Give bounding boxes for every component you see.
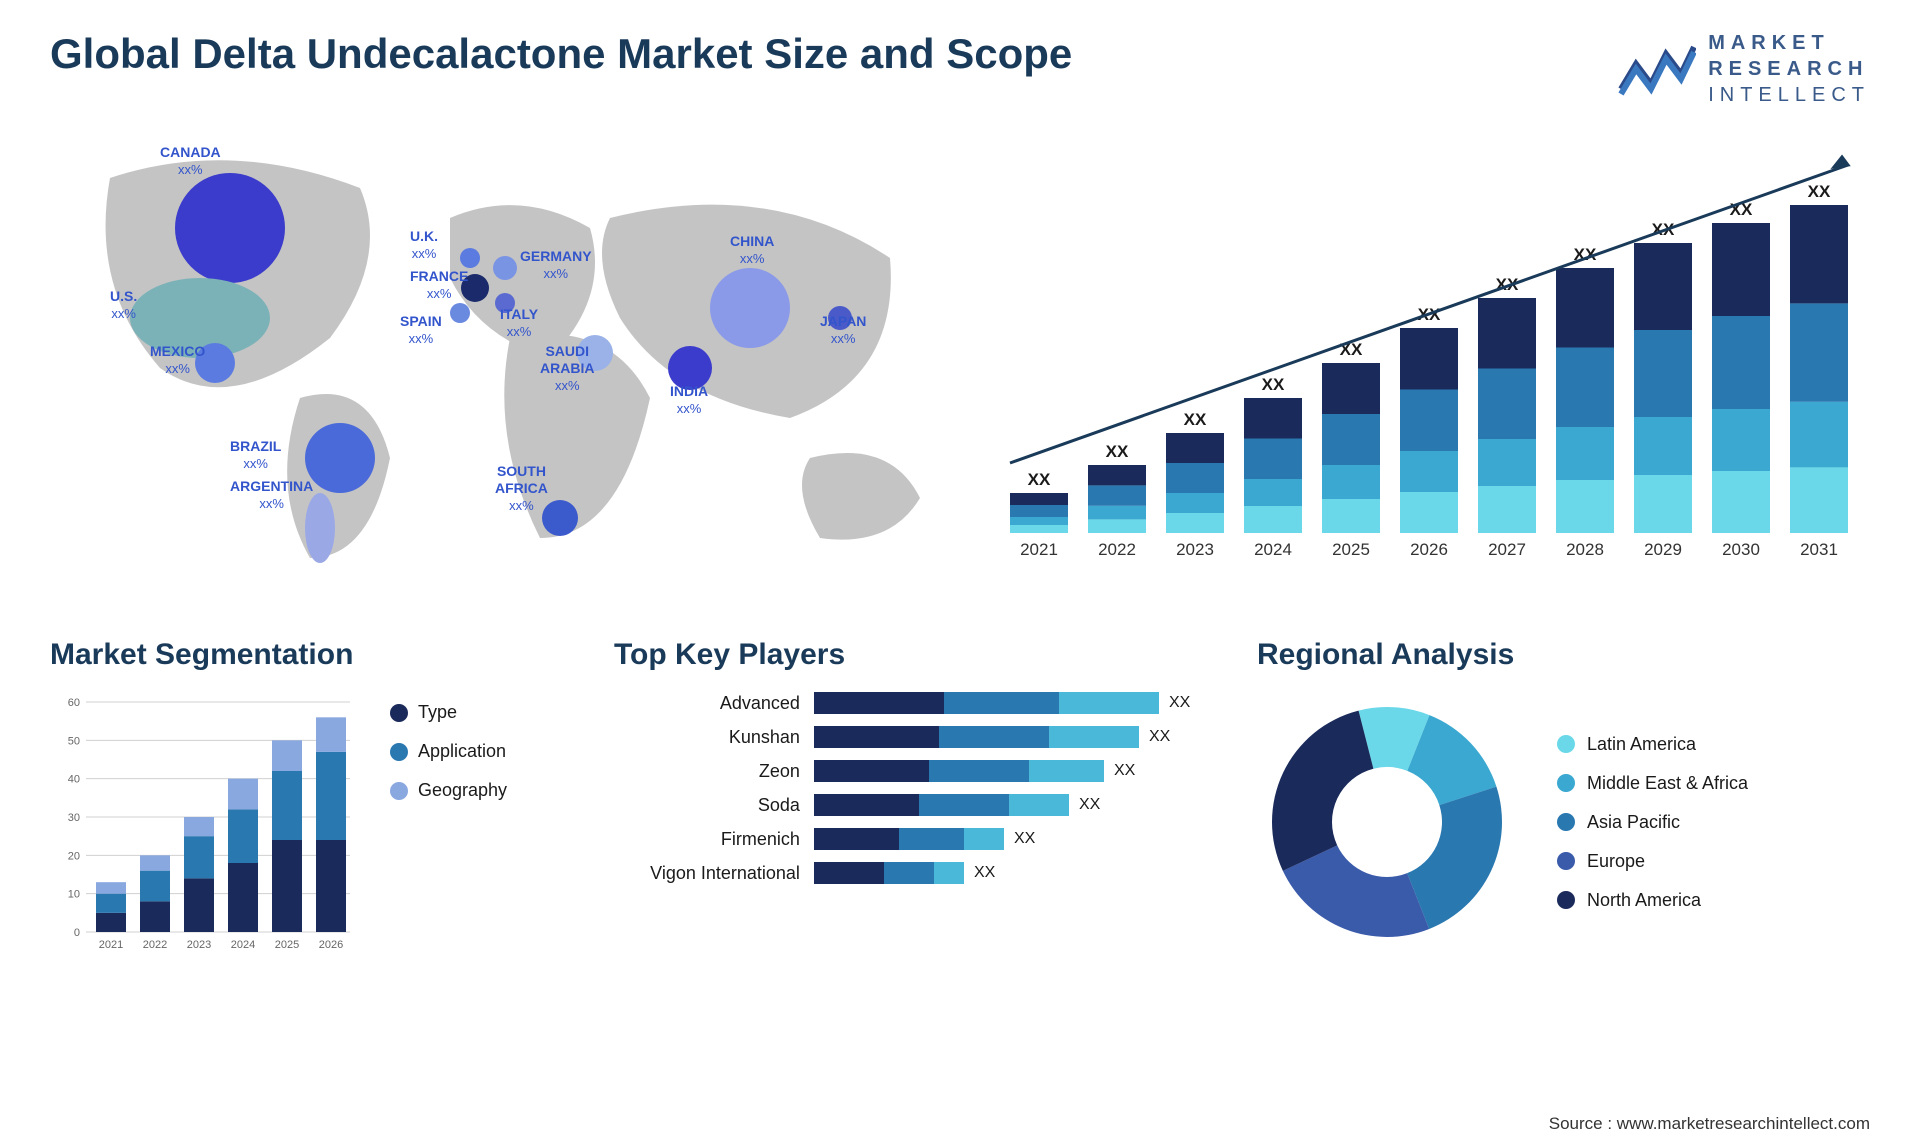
source-text: Source : www.marketresearchintellect.com	[1549, 1114, 1870, 1134]
growth-bar-chart: XX2021XX2022XX2023XX2024XX2025XX2026XX20…	[990, 138, 1870, 578]
segmentation-legend-item: Geography	[390, 780, 507, 801]
svg-text:XX: XX	[1808, 182, 1831, 201]
svg-text:2026: 2026	[319, 939, 343, 951]
svg-text:60: 60	[68, 697, 80, 709]
map-label: U.K.xx%	[410, 228, 438, 262]
player-label: Vigon International	[614, 863, 814, 884]
player-value: XX	[1079, 796, 1100, 814]
svg-text:40: 40	[68, 774, 80, 786]
regional-legend-item: Europe	[1557, 851, 1748, 872]
players-chart: AdvancedXXKunshanXXZeonXXSodaXXFirmenich…	[614, 692, 1227, 884]
player-row: Kunshan XX	[614, 726, 1227, 748]
map-label: SAUDIARABIAxx%	[540, 343, 594, 393]
player-row: Zeon XX	[614, 760, 1227, 782]
players-section: Top Key Players Advanced XX Kunshan XX Zeon X…	[614, 638, 1227, 962]
player-value: XX	[974, 864, 995, 882]
player-label: Firmenich	[614, 829, 814, 850]
player-label: Kunshan	[614, 727, 814, 748]
svg-text:2028: 2028	[1566, 540, 1604, 559]
logo-icon	[1616, 39, 1696, 99]
svg-text:0: 0	[74, 927, 80, 939]
svg-text:2021: 2021	[99, 939, 123, 951]
regional-legend: Latin America Middle East & Africa Asia Pa…	[1557, 734, 1748, 911]
svg-text:2030: 2030	[1722, 540, 1760, 559]
segmentation-legend-item: Type	[390, 702, 507, 723]
svg-text:2031: 2031	[1800, 540, 1838, 559]
map-label: FRANCExx%	[410, 268, 468, 302]
growth-svg: XX2021XX2022XX2023XX2024XX2025XX2026XX20…	[990, 138, 1870, 578]
segmentation-legend-item: Application	[390, 741, 507, 762]
player-value: XX	[1014, 830, 1035, 848]
player-value: XX	[1149, 728, 1170, 746]
regional-legend-item: Latin America	[1557, 734, 1748, 755]
segmentation-title: Market Segmentation	[50, 638, 584, 672]
svg-text:50: 50	[68, 735, 80, 747]
map-label: BRAZILxx%	[230, 438, 281, 472]
player-row: Firmenich XX	[614, 828, 1227, 850]
map-label: INDIAxx%	[670, 383, 708, 417]
map-label: ITALYxx%	[500, 306, 538, 340]
player-row: Advanced XX	[614, 692, 1227, 714]
map-label: U.S.xx%	[110, 288, 137, 322]
player-value: XX	[1114, 762, 1135, 780]
map-label: JAPANxx%	[820, 313, 866, 347]
svg-text:XX: XX	[1262, 375, 1285, 394]
world-map: CANADAxx% U.S.xx% MEXICOxx% BRAZILxx% ARGENT…	[50, 138, 950, 578]
svg-text:XX: XX	[1028, 470, 1051, 489]
svg-text:2026: 2026	[1410, 540, 1448, 559]
logo: MARKET RESEARCH INTELLECT	[1616, 30, 1870, 108]
top-row: CANADAxx% U.S.xx% MEXICOxx% BRAZILxx% ARGENT…	[50, 138, 1870, 578]
map-label: ARGENTINAxx%	[230, 478, 313, 512]
player-label: Soda	[614, 795, 814, 816]
svg-text:2024: 2024	[1254, 540, 1292, 559]
svg-text:2023: 2023	[187, 939, 211, 951]
svg-text:30: 30	[68, 812, 80, 824]
page-title: Global Delta Undecalactone Market Size a…	[50, 30, 1072, 78]
map-label: CANADAxx%	[160, 144, 221, 178]
player-label: Zeon	[614, 761, 814, 782]
map-label: CHINAxx%	[730, 233, 774, 267]
svg-text:2022: 2022	[143, 939, 167, 951]
map-label: SPAINxx%	[400, 313, 442, 347]
player-label: Advanced	[614, 693, 814, 714]
regional-section: Regional Analysis Latin America Middle Ea…	[1257, 638, 1870, 962]
svg-text:20: 20	[68, 850, 80, 862]
svg-text:2021: 2021	[1020, 540, 1058, 559]
svg-text:2027: 2027	[1488, 540, 1526, 559]
players-title: Top Key Players	[614, 638, 1227, 672]
svg-text:2024: 2024	[231, 939, 255, 951]
map-label: GERMANYxx%	[520, 248, 592, 282]
svg-text:2022: 2022	[1098, 540, 1136, 559]
map-label: SOUTHAFRICAxx%	[495, 463, 548, 513]
logo-text: MARKET RESEARCH INTELLECT	[1708, 30, 1870, 108]
svg-text:2029: 2029	[1644, 540, 1682, 559]
svg-text:2025: 2025	[1332, 540, 1370, 559]
svg-text:XX: XX	[1184, 410, 1207, 429]
regional-legend-item: Asia Pacific	[1557, 812, 1748, 833]
svg-text:2023: 2023	[1176, 540, 1214, 559]
bottom-row: Market Segmentation 0 10 20 30 40 50 60 2021 202…	[50, 638, 1870, 962]
svg-text:10: 10	[68, 889, 80, 901]
map-label: MEXICOxx%	[150, 343, 205, 377]
header: Global Delta Undecalactone Market Size a…	[50, 30, 1870, 108]
svg-text:2025: 2025	[275, 939, 299, 951]
segmentation-section: Market Segmentation 0 10 20 30 40 50 60 2021 202…	[50, 638, 584, 962]
regional-title: Regional Analysis	[1257, 638, 1870, 672]
player-row: Soda XX	[614, 794, 1227, 816]
svg-text:XX: XX	[1106, 442, 1129, 461]
regional-donut	[1257, 692, 1517, 952]
segmentation-chart: 0 10 20 30 40 50 60 2021 2022 2023 2024 2025 2026	[50, 692, 360, 962]
segmentation-legend: Type Application Geography	[390, 702, 507, 962]
regional-legend-item: North America	[1557, 890, 1748, 911]
player-row: Vigon International XX	[614, 862, 1227, 884]
regional-legend-item: Middle East & Africa	[1557, 773, 1748, 794]
player-value: XX	[1169, 694, 1190, 712]
